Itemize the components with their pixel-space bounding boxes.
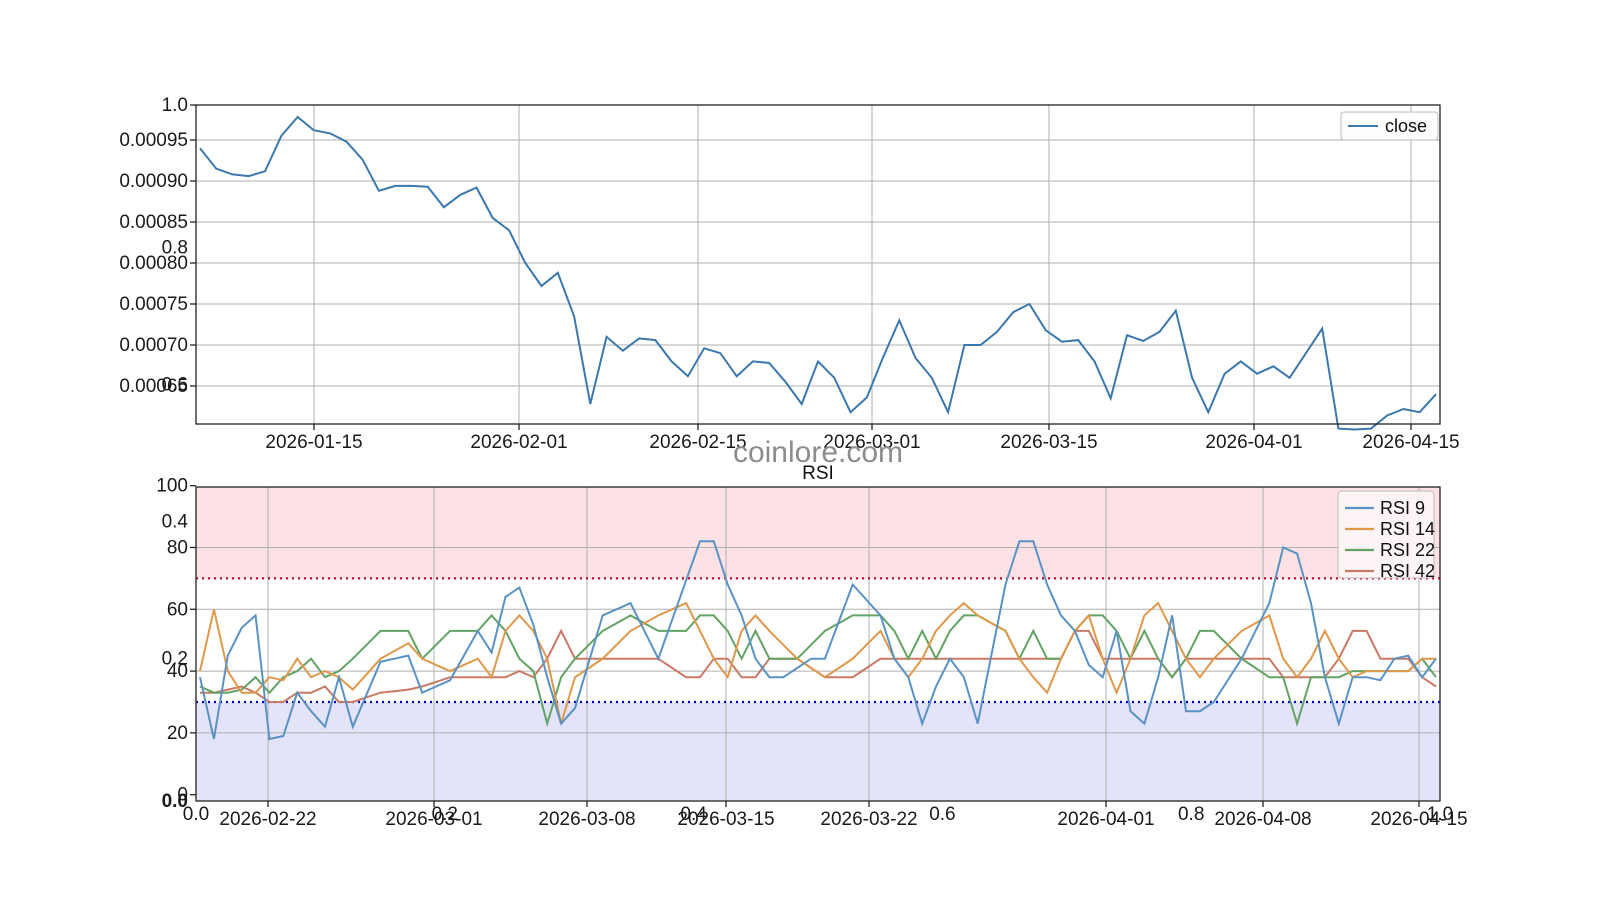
svg-text:0.00095: 0.00095	[119, 130, 188, 151]
svg-text:100: 100	[156, 476, 188, 497]
svg-text:60: 60	[167, 599, 188, 620]
svg-text:0.4: 0.4	[680, 804, 707, 825]
svg-text:0.00090: 0.00090	[119, 171, 188, 192]
svg-text:1.0: 1.0	[162, 95, 188, 116]
svg-text:2026-01-15: 2026-01-15	[265, 432, 362, 453]
svg-text:RSI 22: RSI 22	[1380, 540, 1435, 560]
svg-text:0.0: 0.0	[183, 804, 209, 825]
svg-text:RSI 9: RSI 9	[1380, 498, 1425, 518]
svg-text:0.00075: 0.00075	[119, 294, 188, 315]
svg-text:2026-04-08: 2026-04-08	[1214, 809, 1311, 830]
svg-text:2026-03-08: 2026-03-08	[538, 809, 635, 830]
svg-text:close: close	[1385, 116, 1427, 136]
svg-text:2026-04-01: 2026-04-01	[1205, 432, 1302, 453]
svg-text:2026-03-22: 2026-03-22	[820, 809, 917, 830]
svg-text:RSI 42: RSI 42	[1380, 561, 1435, 581]
svg-text:20: 20	[167, 723, 188, 744]
svg-text:0.2: 0.2	[432, 804, 458, 825]
svg-text:0.00070: 0.00070	[119, 335, 188, 356]
svg-text:RSI: RSI	[802, 463, 834, 484]
svg-text:80: 80	[167, 538, 188, 559]
svg-text:2026-02-22: 2026-02-22	[219, 809, 316, 830]
svg-text:0.8: 0.8	[1178, 804, 1204, 825]
svg-text:0.00085: 0.00085	[119, 212, 188, 233]
svg-text:1.0: 1.0	[1427, 804, 1453, 825]
svg-text:2026-02-01: 2026-02-01	[470, 432, 567, 453]
svg-text:2026-04-01: 2026-04-01	[1057, 809, 1154, 830]
svg-text:0.4: 0.4	[162, 511, 189, 532]
svg-text:0.8: 0.8	[162, 237, 188, 258]
svg-text:RSI 14: RSI 14	[1380, 519, 1435, 539]
svg-text:0.2: 0.2	[162, 648, 188, 669]
svg-text:2026-03-15: 2026-03-15	[1000, 432, 1097, 453]
svg-text:0.6: 0.6	[929, 804, 955, 825]
svg-text:2026-04-15: 2026-04-15	[1362, 432, 1459, 453]
svg-text:0.6: 0.6	[162, 374, 188, 395]
